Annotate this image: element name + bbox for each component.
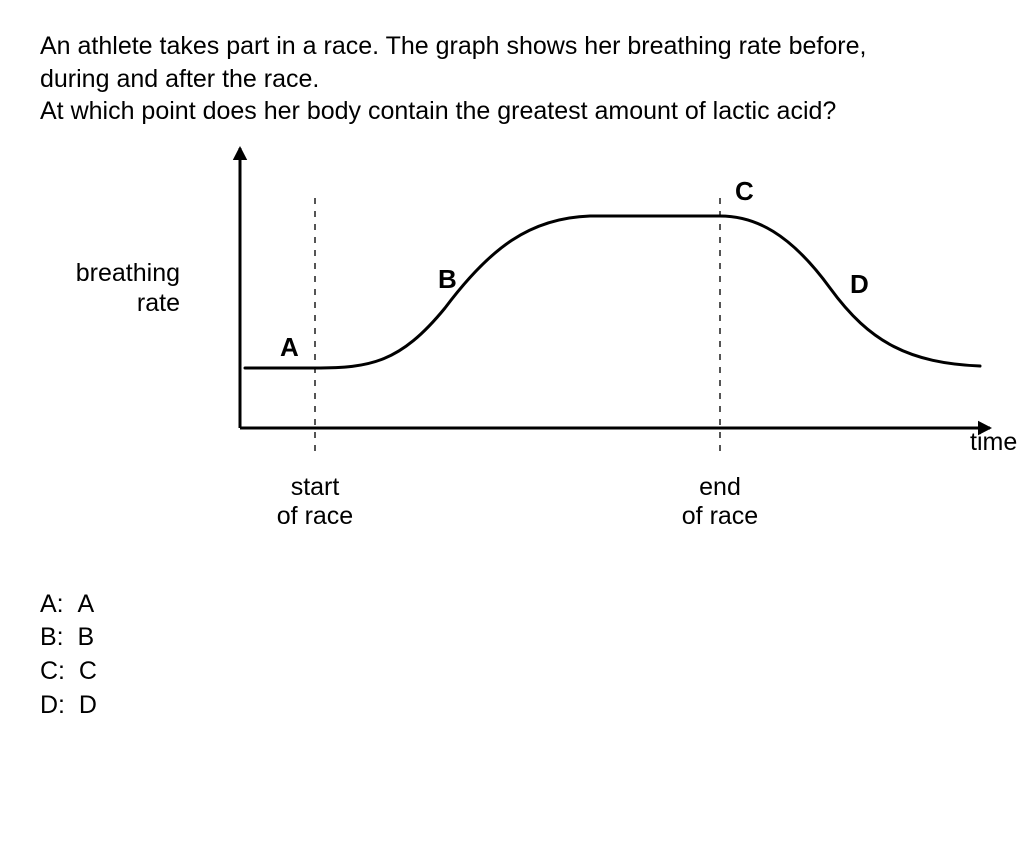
svg-text:C: C <box>735 176 754 206</box>
x-axis-label: time <box>970 428 1017 457</box>
x-tick-label: endof race <box>660 473 780 531</box>
option-c-value: C <box>79 657 97 685</box>
y-axis-label-line2: rate <box>137 289 180 317</box>
option-d-value: D <box>79 691 97 719</box>
svg-text:D: D <box>850 269 869 299</box>
option-d[interactable]: D: D <box>40 689 984 723</box>
option-c[interactable]: C: C <box>40 655 984 689</box>
answer-options: A: A B: B C: C D: D <box>40 588 984 723</box>
option-b[interactable]: B: B <box>40 621 984 655</box>
breathing-rate-chart: A B C D <box>190 138 1010 478</box>
option-a[interactable]: A: A <box>40 588 984 622</box>
y-axis-label: breathing rate <box>40 258 180 318</box>
y-axis-label-line1: breathing <box>76 259 180 287</box>
question-line2: At which point does her body contain the… <box>40 97 836 125</box>
x-tick-label: startof race <box>255 473 375 531</box>
chart-container: breathing rate ABCD time startof raceend… <box>40 138 984 558</box>
svg-text:A: A <box>280 332 299 362</box>
question-text: An athlete takes part in a race. The gra… <box>40 30 940 128</box>
option-b-value: B <box>78 623 95 651</box>
question-line1: An athlete takes part in a race. The gra… <box>40 32 866 93</box>
option-a-value: A <box>78 590 95 618</box>
svg-text:B: B <box>438 264 457 294</box>
